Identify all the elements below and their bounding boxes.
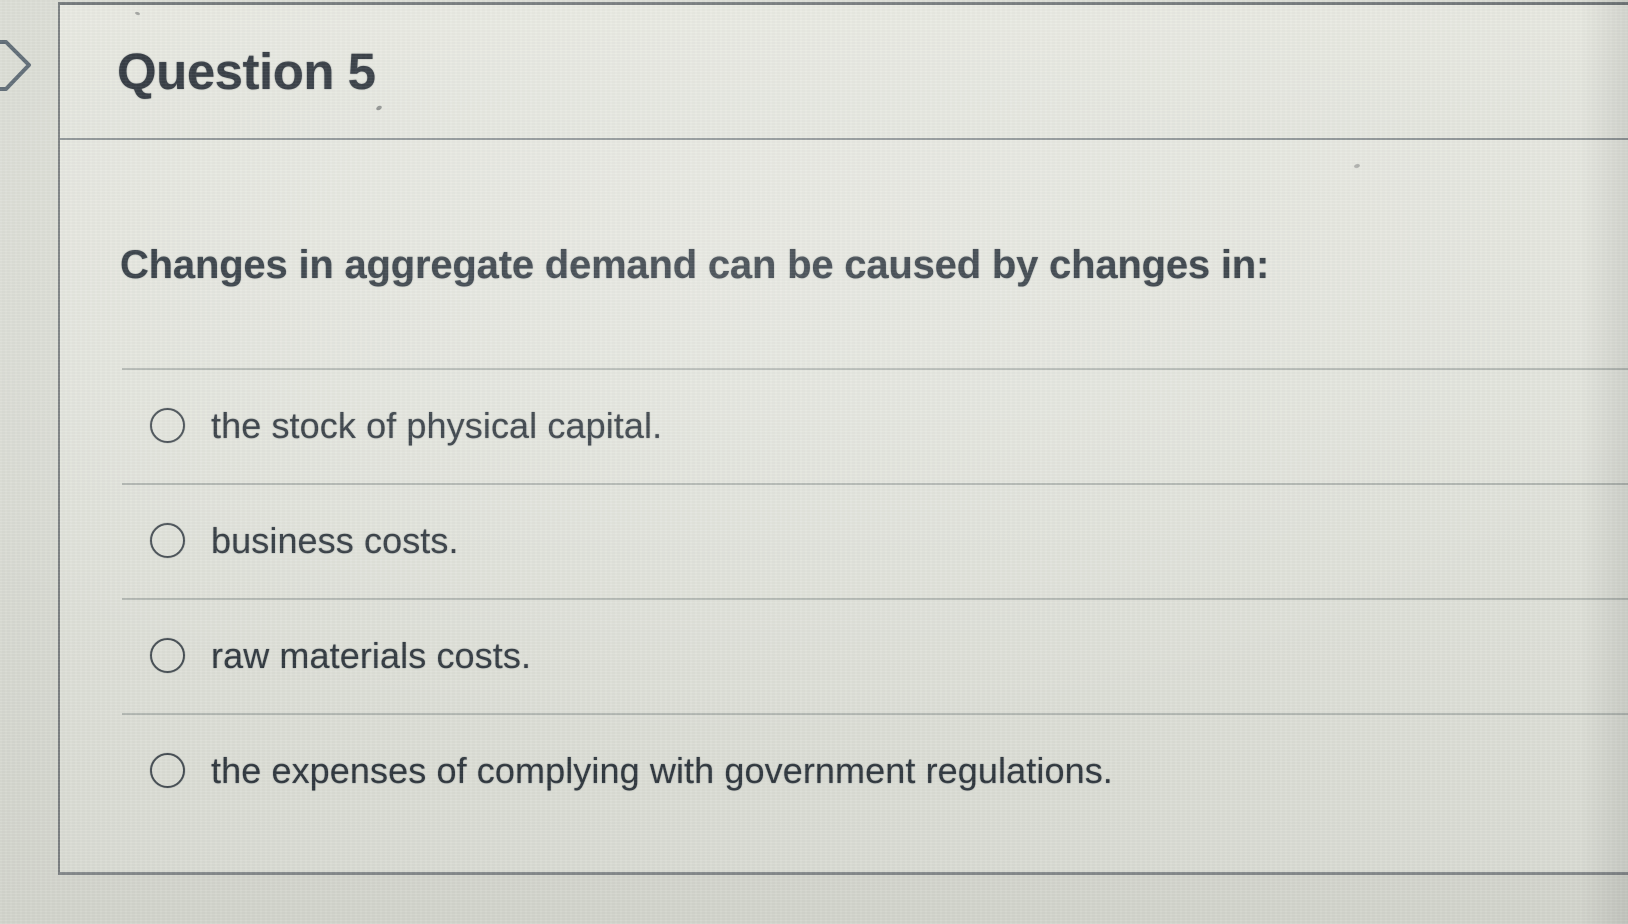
answer-option-1[interactable]: the stock of physical capital.	[122, 368, 1628, 481]
question-panel: Question 5 Changes in aggregate demand c…	[58, 2, 1628, 875]
radio-button[interactable]	[150, 408, 185, 443]
question-title: Question 5	[117, 43, 376, 100]
option-label[interactable]: business costs.	[211, 519, 459, 561]
option-label[interactable]: raw materials costs.	[211, 634, 532, 676]
question-text: Changes in aggregate demand can be cause…	[120, 243, 1270, 287]
question-header: Question 5	[60, 5, 1628, 140]
radio-button[interactable]	[150, 523, 185, 558]
answer-option-2[interactable]: business costs.	[122, 483, 1628, 596]
option-label[interactable]: the stock of physical capital.	[211, 404, 663, 446]
radio-button[interactable]	[150, 638, 185, 673]
radio-button[interactable]	[150, 753, 185, 788]
answer-option-3[interactable]: raw materials costs.	[122, 598, 1628, 711]
sidebar-collapse-chevron-icon[interactable]	[0, 38, 33, 94]
option-label[interactable]: the expenses of complying with governmen…	[211, 749, 1113, 791]
answer-option-4[interactable]: the expenses of complying with governmen…	[122, 713, 1628, 826]
